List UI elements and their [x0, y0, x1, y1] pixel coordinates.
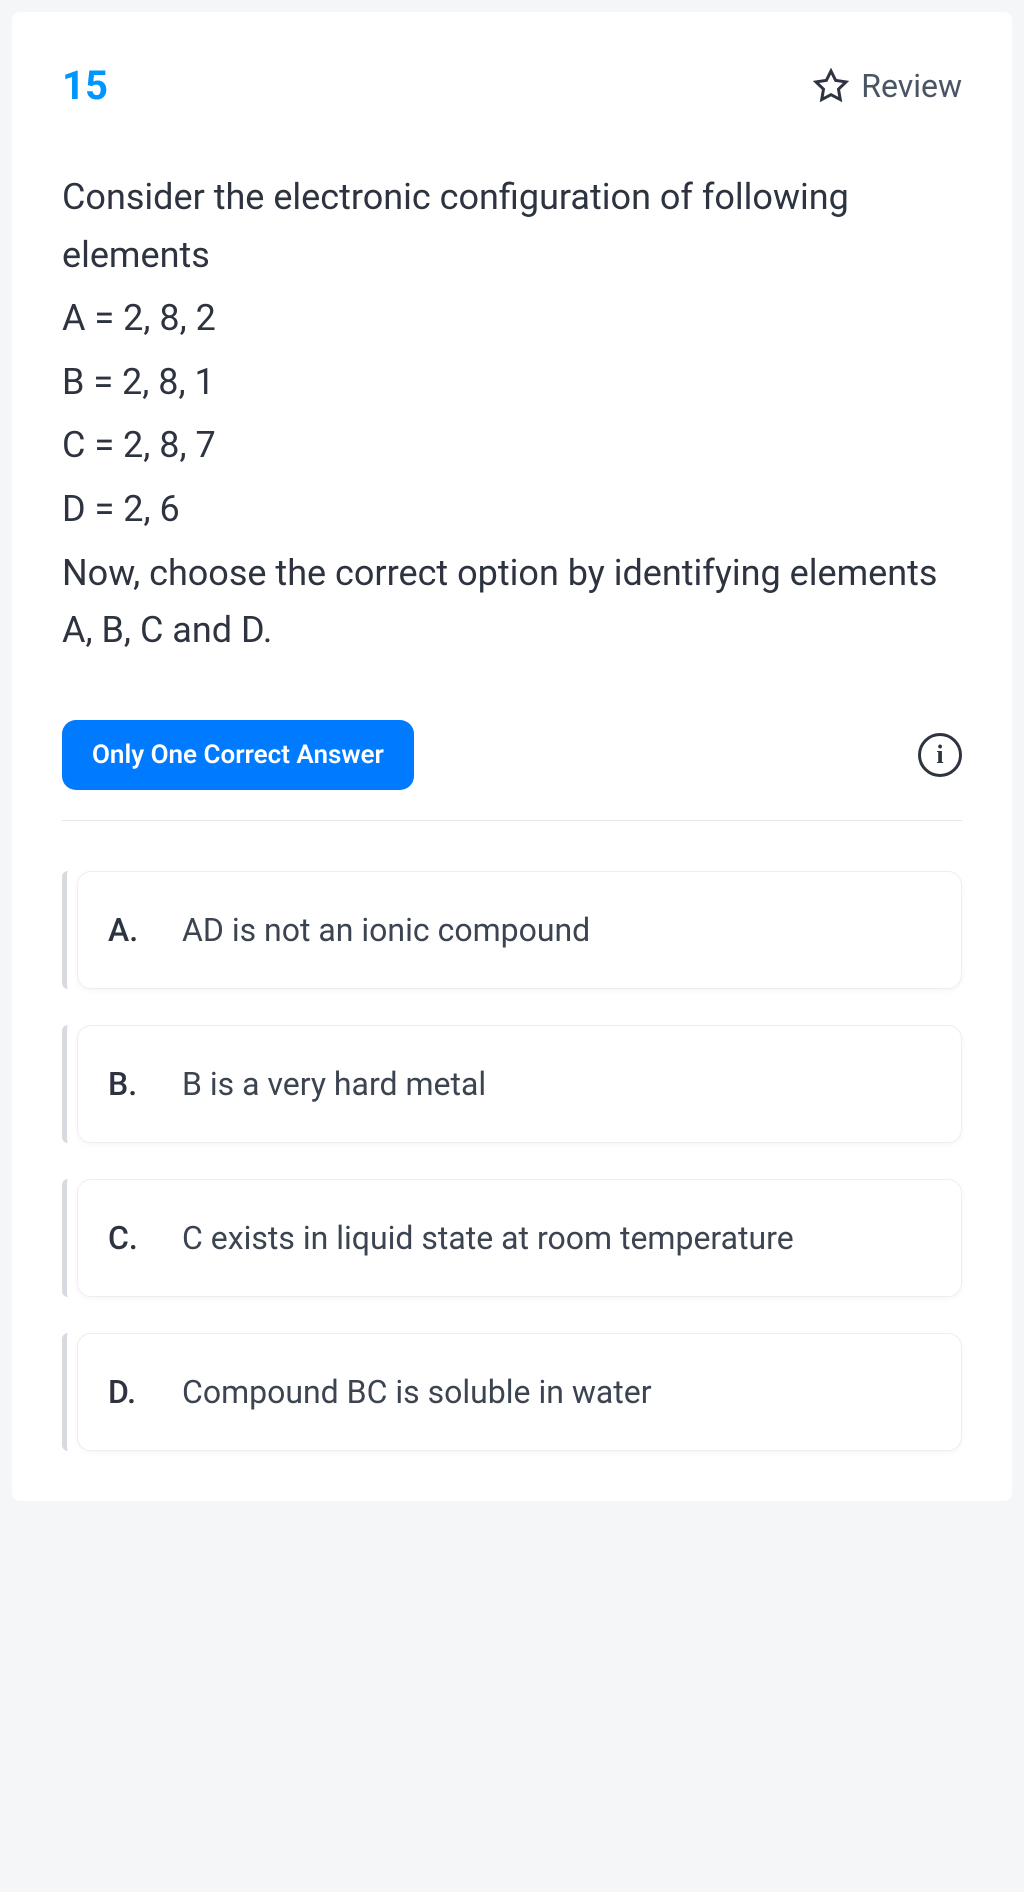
- review-toggle[interactable]: Review: [813, 67, 962, 105]
- option-b[interactable]: B. B is a very hard metal: [62, 1025, 962, 1143]
- question-number: 15: [62, 62, 108, 109]
- option-text: C exists in liquid state at room tempera…: [182, 1214, 794, 1262]
- option-text: AD is not an ionic compound: [182, 906, 590, 954]
- option-d[interactable]: D. Compound BC is soluble in water: [62, 1333, 962, 1451]
- option-letter: D.: [108, 1373, 148, 1411]
- question-text: Consider the electronic configuration of…: [62, 169, 962, 660]
- question-intro: Consider the electronic configuration of…: [62, 169, 962, 284]
- star-icon: [813, 68, 849, 104]
- option-text: B is a very hard metal: [182, 1060, 486, 1108]
- divider: [62, 820, 962, 821]
- badge-row: Only One Correct Answer i: [62, 720, 962, 790]
- option-a[interactable]: A. AD is not an ionic compound: [62, 871, 962, 989]
- option-body: C. C exists in liquid state at room temp…: [77, 1179, 962, 1297]
- option-body: A. AD is not an ionic compound: [77, 871, 962, 989]
- config-line: B = 2, 8, 1: [62, 354, 962, 412]
- option-letter: A.: [108, 911, 148, 949]
- config-line: C = 2, 8, 7: [62, 417, 962, 475]
- option-body: D. Compound BC is soluble in water: [77, 1333, 962, 1451]
- option-letter: B.: [108, 1065, 148, 1103]
- question-card: 15 Review Consider the electronic config…: [12, 12, 1012, 1501]
- option-text: Compound BC is soluble in water: [182, 1368, 652, 1416]
- options-list: A. AD is not an ionic compound B. B is a…: [62, 871, 962, 1451]
- question-prompt: Now, choose the correct option by identi…: [62, 545, 962, 660]
- config-line: D = 2, 6: [62, 481, 962, 539]
- review-label: Review: [861, 67, 962, 105]
- option-body: B. B is a very hard metal: [77, 1025, 962, 1143]
- option-c[interactable]: C. C exists in liquid state at room temp…: [62, 1179, 962, 1297]
- option-letter: C.: [108, 1219, 148, 1257]
- config-line: A = 2, 8, 2: [62, 290, 962, 348]
- info-icon[interactable]: i: [918, 733, 962, 777]
- answer-type-badge: Only One Correct Answer: [62, 720, 414, 790]
- question-header: 15 Review: [62, 62, 962, 109]
